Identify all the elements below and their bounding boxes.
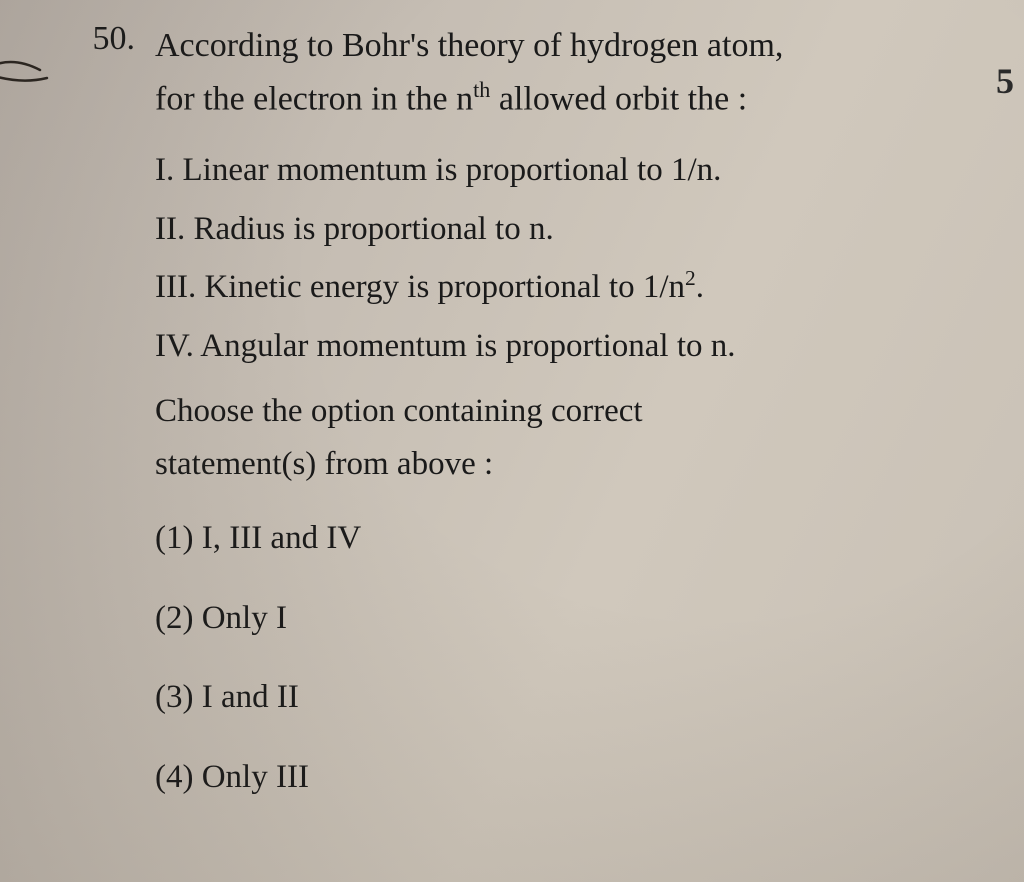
question-body: According to Bohr's theory of hydrogen a…	[155, 20, 935, 832]
q-line2-sup: th	[473, 77, 490, 102]
statement-3: III. Kinetic energy is proportional to 1…	[155, 261, 935, 314]
option-2: (2) Only I	[155, 594, 935, 644]
s3-post: .	[696, 269, 704, 305]
edge-partial-text: 5	[996, 60, 1014, 102]
pen-mark-icon	[0, 56, 52, 101]
question-block: 50. According to Bohr's theory of hydrog…	[80, 20, 964, 832]
question-number: 50.	[80, 20, 135, 832]
choose-line2: statement(s) from above :	[155, 446, 493, 482]
options-list: (1) I, III and IV (2) Only I (3) I and I…	[155, 514, 935, 802]
choose-line1: Choose the option containing correct	[155, 393, 643, 429]
option-3: (3) I and II	[155, 673, 935, 723]
statements-list: D I. Linear momentum is proportional to …	[155, 144, 935, 373]
choose-prompt: Choose the option containing correct sta…	[155, 385, 935, 491]
s3-pre: III. Kinetic energy is proportional to 1…	[155, 269, 685, 305]
s3-sup: 2	[685, 266, 696, 290]
statement-2: II. Radius is proportional to n.	[155, 203, 935, 256]
statement-1: I. Linear momentum is proportional to 1/…	[155, 144, 935, 197]
option-1: (1) I, III and IV	[155, 514, 935, 564]
option-4: (4) Only III	[155, 753, 935, 803]
q-line2-start: for the electron in the n	[155, 80, 473, 117]
q-line2-end: allowed orbit the :	[490, 80, 747, 117]
question-text: According to Bohr's theory of hydrogen a…	[155, 20, 935, 126]
statement-4: IV. Angular momentum is proportional to …	[155, 320, 935, 373]
q-line1: According to Bohr's theory of hydrogen a…	[155, 27, 783, 64]
page-content: 5 50. According to Bohr's theory of hydr…	[0, 0, 1024, 860]
